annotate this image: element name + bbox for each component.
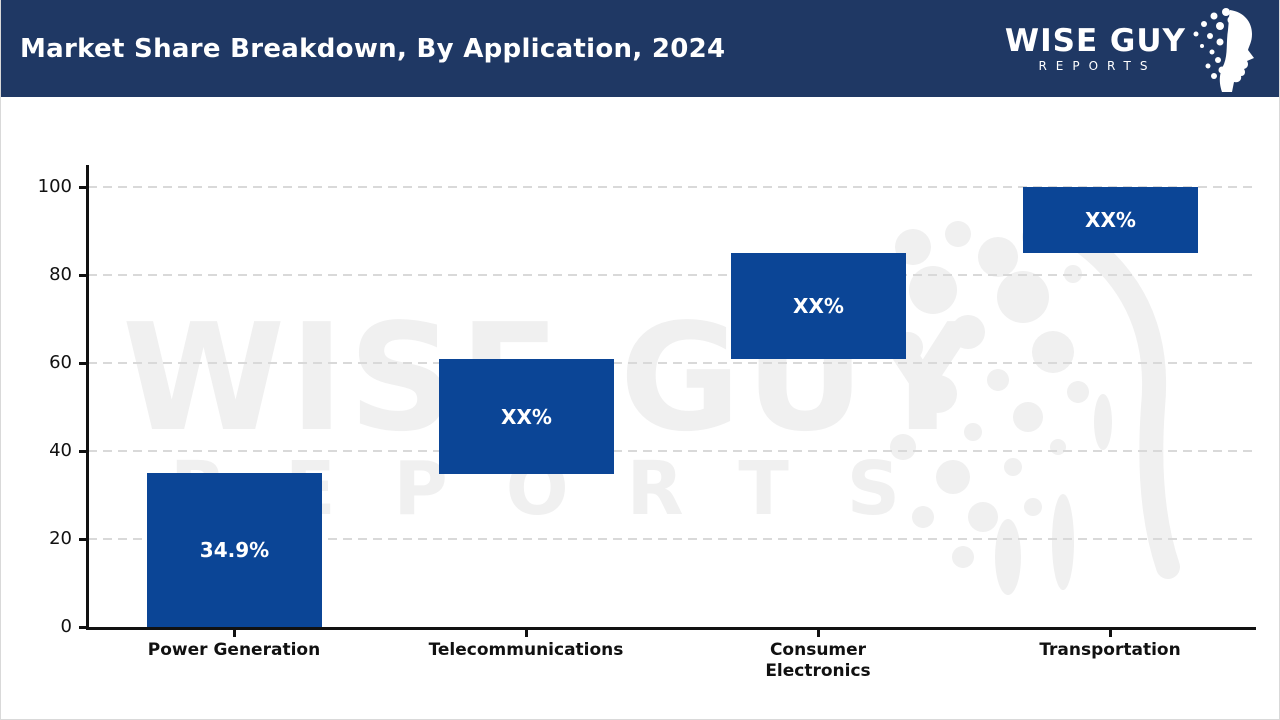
wiseguy-logo: WISE GUY REPORTS bbox=[1005, 6, 1254, 92]
bar-value-label: XX% bbox=[793, 294, 844, 318]
x-tick-label: Consumer Electronics bbox=[765, 640, 871, 682]
x-tick-mark bbox=[525, 629, 528, 637]
x-tick-label: Transportation bbox=[1039, 640, 1181, 660]
y-tick-label: 0 bbox=[60, 616, 72, 637]
bar-telecommunications: XX% bbox=[439, 359, 614, 474]
y-axis-line bbox=[86, 165, 89, 629]
x-tick-label: Power Generation bbox=[147, 640, 321, 660]
x-tick-label: Telecommunications bbox=[428, 640, 624, 660]
bar-value-label: XX% bbox=[501, 404, 552, 429]
wiseguy-face-icon bbox=[1193, 7, 1254, 92]
gridline bbox=[88, 538, 1256, 540]
bar-value-label: 34.9% bbox=[199, 538, 270, 562]
x-tick-mark bbox=[233, 629, 236, 637]
bar-transportation: XX% bbox=[1023, 187, 1198, 253]
bar-value-label: XX% bbox=[1085, 208, 1136, 232]
y-tick-mark bbox=[79, 450, 88, 453]
header-bar: Market Share Breakdown, By Application, … bbox=[0, 0, 1280, 97]
page-title: Market Share Breakdown, By Application, … bbox=[20, 33, 726, 64]
logo-wordmark: WISE GUY bbox=[1004, 22, 1186, 59]
watermark-face-graphic bbox=[881, 221, 1180, 595]
gridline bbox=[88, 450, 1256, 452]
y-tick-mark bbox=[79, 274, 88, 277]
y-tick-mark bbox=[79, 538, 88, 541]
y-tick-label: 40 bbox=[49, 440, 72, 461]
x-tick-mark bbox=[817, 629, 820, 637]
wiseguy-logo-text: WISE GUY REPORTS bbox=[1004, 22, 1186, 73]
gridline bbox=[88, 362, 1256, 364]
y-tick-mark bbox=[79, 186, 88, 189]
x-axis-line bbox=[86, 627, 1256, 630]
y-tick-label: 80 bbox=[49, 264, 72, 285]
gridline bbox=[88, 186, 1256, 188]
y-tick-label: 20 bbox=[49, 528, 72, 549]
logo-subtext: REPORTS bbox=[1038, 58, 1157, 73]
y-tick-mark bbox=[79, 362, 88, 365]
gridline bbox=[88, 274, 1256, 276]
bar-consumer-electronics: XX% bbox=[731, 253, 906, 359]
x-tick-mark bbox=[1109, 629, 1112, 637]
y-tick-mark bbox=[79, 626, 88, 629]
bar-power-generation: 34.9% bbox=[147, 473, 322, 627]
y-tick-label: 100 bbox=[37, 176, 72, 197]
y-tick-label: 60 bbox=[49, 352, 72, 373]
